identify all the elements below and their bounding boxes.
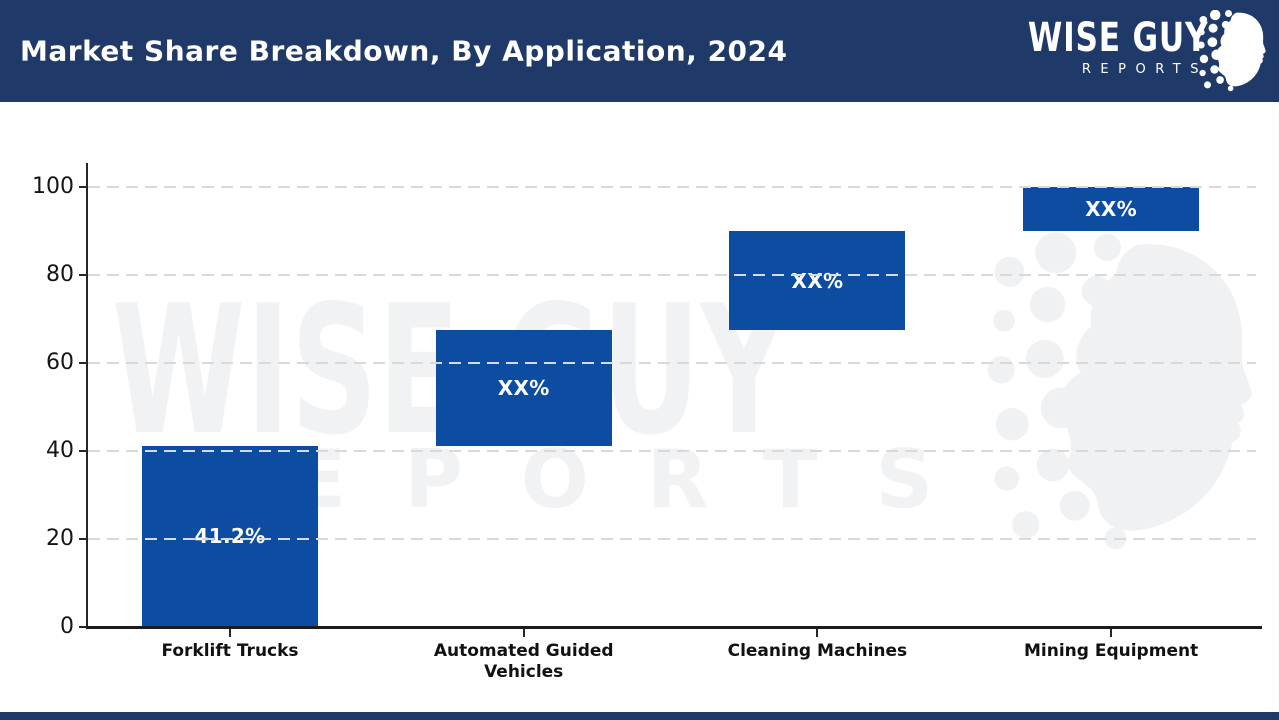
x-category-label: Mining Equipment	[1023, 641, 1199, 661]
x-tick-mark	[816, 629, 819, 637]
logo-subtitle: REPORTS	[1081, 62, 1208, 77]
y-tick-mark	[79, 626, 87, 628]
footer-bar	[0, 712, 1280, 720]
x-axis-line	[86, 626, 1262, 629]
y-tick-mark	[79, 361, 87, 364]
logo-text: WISE GUY REPORTS	[977, 18, 1208, 77]
chart-bar: XX%	[729, 230, 906, 331]
y-tick-mark	[79, 185, 87, 188]
bar-value-label: 41.2%	[194, 524, 266, 549]
bar-value-label: XX%	[497, 375, 550, 400]
y-tick-label: 80	[46, 261, 74, 287]
y-tick-mark	[79, 273, 87, 276]
header-bar: Market Share Breakdown, By Application, …	[0, 0, 1280, 102]
y-tick-label: 20	[46, 525, 74, 551]
x-tick-mark	[229, 629, 231, 637]
chart-bar: 41.2%	[142, 445, 318, 627]
y-tick-label: 60	[46, 349, 74, 375]
wise-guy-reports-logo: WISE GUY REPORTS	[1008, 8, 1270, 96]
x-category-label: Automated Guided Vehicles	[433, 641, 614, 683]
chart-bar: XX%	[435, 330, 612, 446]
x-category-label: Cleaning Machines	[727, 641, 908, 661]
logo-face-icon	[1197, 10, 1266, 92]
x-tick-mark	[522, 629, 525, 637]
x-category-label: Forklift Trucks	[161, 641, 299, 661]
watermark-face-icon	[987, 232, 1252, 550]
bar-value-label: XX%	[1085, 196, 1137, 221]
y-tick-label: 0	[60, 614, 74, 639]
y-tick-label: 40	[46, 437, 74, 463]
bar-value-label: XX%	[791, 268, 844, 293]
y-axis-line	[86, 163, 88, 628]
page-title: Market Share Breakdown, By Application, …	[20, 34, 788, 68]
y-tick-label: 100	[32, 173, 74, 199]
logo-wordmark: WISE GUY	[1027, 15, 1208, 61]
y-tick-mark	[79, 537, 87, 540]
x-tick-mark	[1110, 629, 1113, 637]
y-tick-mark	[79, 449, 87, 452]
chart-bar: XX%	[1023, 186, 1200, 231]
